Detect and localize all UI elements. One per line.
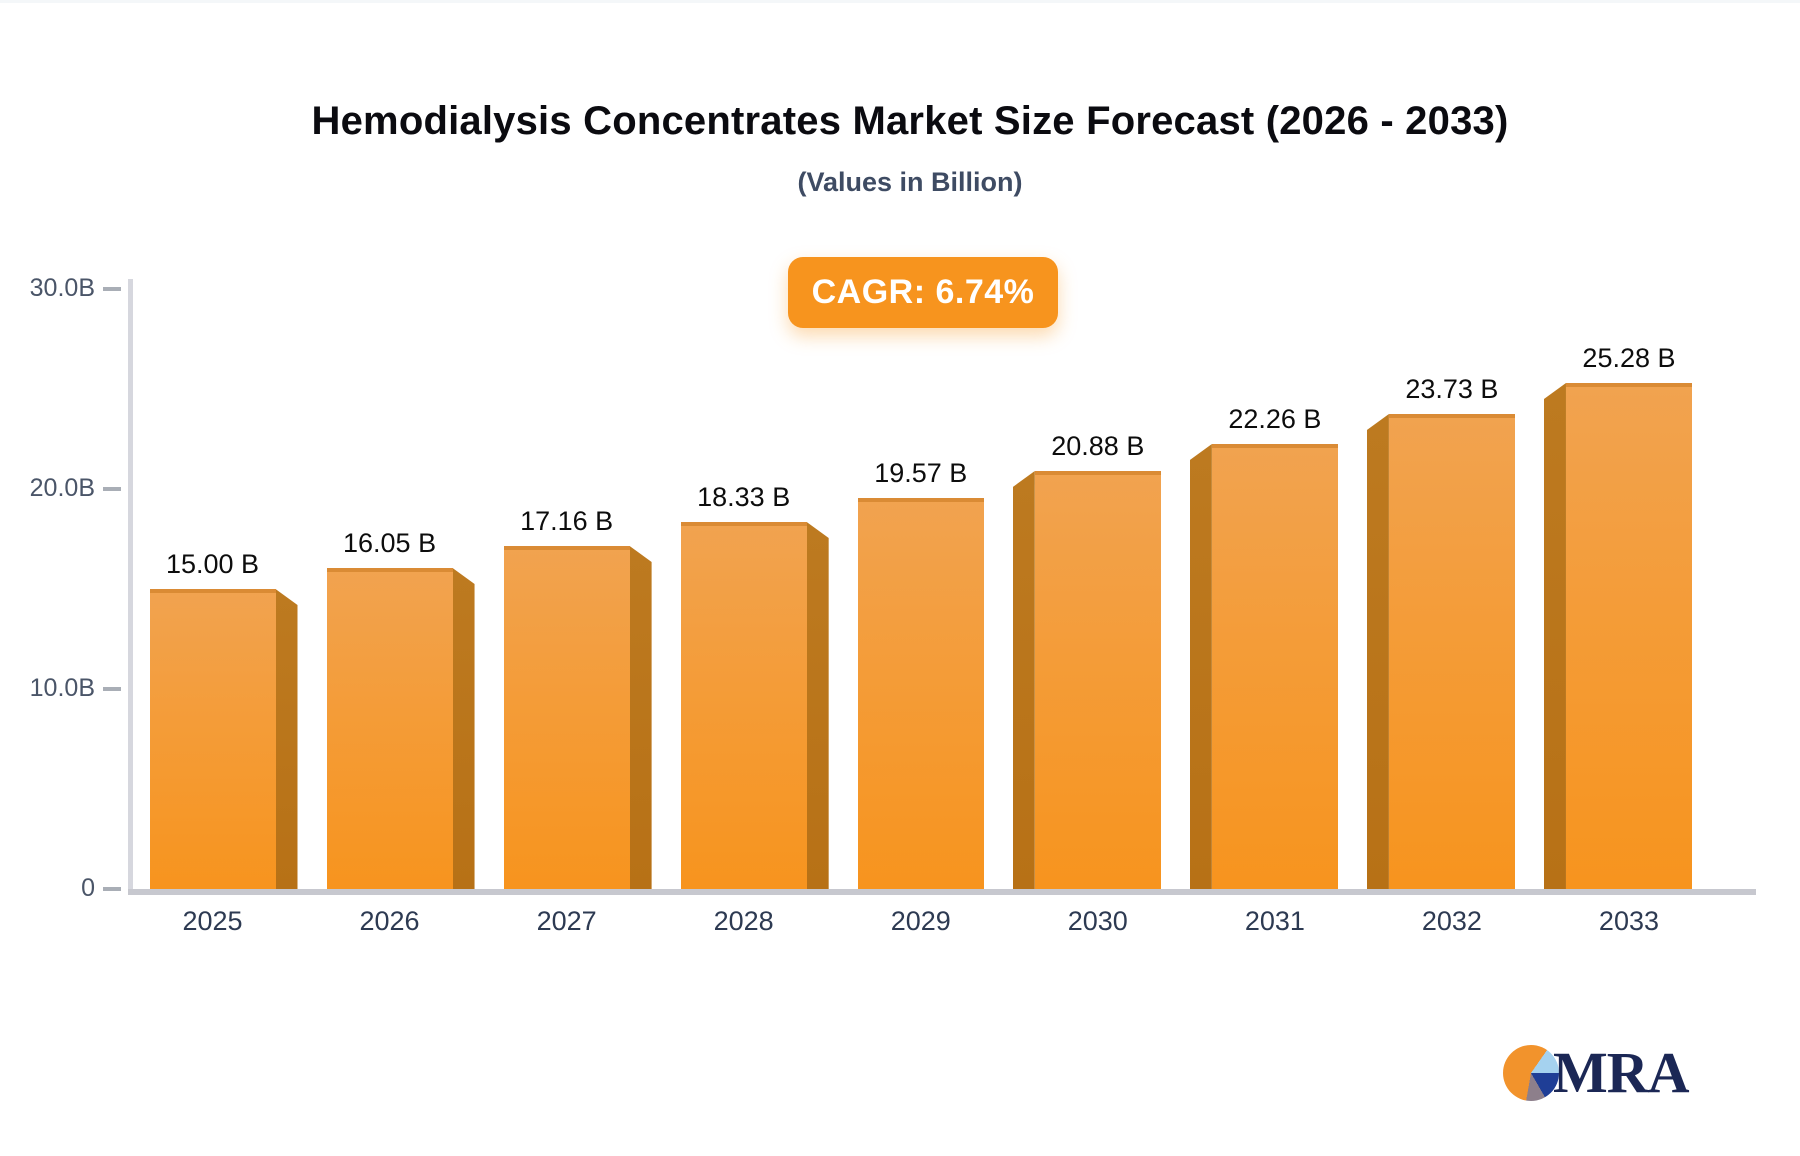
x-tick-label-2026: 2026 xyxy=(359,906,420,936)
bar-side-face xyxy=(452,568,475,889)
bar-value-label: 23.73 B xyxy=(1405,374,1499,404)
bar-side-face xyxy=(806,522,829,889)
bar-value-label: 15.00 B xyxy=(165,549,260,579)
bar-value-label: 20.88 B xyxy=(1051,431,1145,461)
y-tick-label: 30.0B xyxy=(29,274,95,302)
bar-value-label: 18.33 B xyxy=(697,482,791,512)
bar-2026 xyxy=(326,568,453,889)
x-tick-label-2027: 2027 xyxy=(536,906,597,936)
y-tick-mark xyxy=(103,487,121,491)
x-tick-label-2029: 2029 xyxy=(890,906,951,936)
y-axis-line xyxy=(128,279,133,893)
logo-text: MRA xyxy=(1553,1040,1690,1105)
cagr-badge: CAGR: 6.74% xyxy=(788,257,1058,328)
y-tick-label: 20.0B xyxy=(29,474,95,502)
x-axis-baseline xyxy=(128,889,1756,895)
bar-2027 xyxy=(503,546,630,889)
bar-value-label: 17.16 B xyxy=(520,506,614,536)
x-tick-label-2028: 2028 xyxy=(713,906,774,936)
x-tick-label-2030: 2030 xyxy=(1067,906,1128,936)
bar-side-face xyxy=(1012,471,1035,889)
bar-side-face xyxy=(1366,414,1389,889)
bar-2028 xyxy=(680,522,807,889)
chart-title: Hemodialysis Concentrates Market Size Fo… xyxy=(311,99,1509,143)
y-tick-mark xyxy=(103,687,121,691)
bar-side-face xyxy=(1189,444,1212,889)
bar-side-face xyxy=(1543,383,1566,889)
bar-value-label: 22.26 B xyxy=(1228,404,1322,434)
bar-2025 xyxy=(149,589,276,889)
bar-side-face xyxy=(629,546,652,889)
bar-2029 xyxy=(857,498,984,889)
bar-2030 xyxy=(1034,471,1161,889)
x-tick-label-2025: 2025 xyxy=(182,906,243,936)
cagr-badge-label: CAGR: 6.74% xyxy=(811,273,1035,311)
x-tick-label-2032: 2032 xyxy=(1421,906,1482,936)
y-tick-mark xyxy=(103,287,121,291)
bar-value-label: 16.05 B xyxy=(343,528,437,558)
bar-value-label: 19.57 B xyxy=(874,458,968,488)
mra-logo: MRA xyxy=(1503,1039,1690,1106)
bar-value-label: 25.28 B xyxy=(1582,343,1676,373)
x-tick-label-2031: 2031 xyxy=(1244,906,1305,936)
chart-subtitle: (Values in Billion) xyxy=(797,167,1023,197)
y-tick-label: 0 xyxy=(81,874,95,902)
y-tick-mark xyxy=(103,887,121,891)
x-tick-label-2033: 2033 xyxy=(1598,906,1659,936)
bar-2033 xyxy=(1565,383,1692,889)
bar-2031 xyxy=(1211,444,1338,889)
bar-2032 xyxy=(1388,414,1515,889)
bar-side-face xyxy=(275,589,298,889)
pie-chart-logo-icon xyxy=(1503,1044,1559,1101)
y-tick-label: 10.0B xyxy=(29,674,95,702)
